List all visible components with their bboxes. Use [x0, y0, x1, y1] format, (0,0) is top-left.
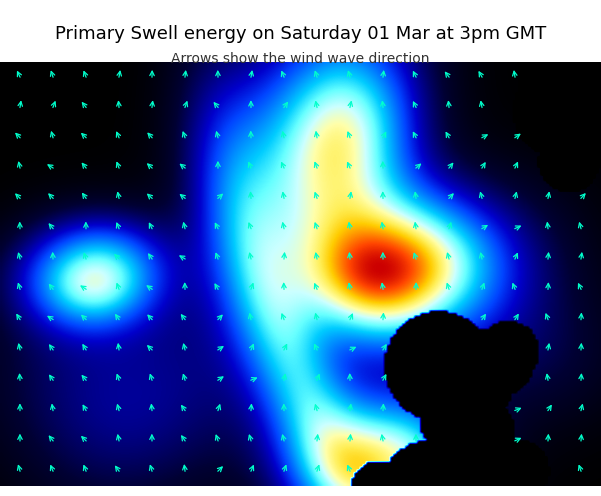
- Text: Arrows show the wind wave direction: Arrows show the wind wave direction: [171, 52, 430, 66]
- Text: Primary Swell energy on Saturday 01 Mar at 3pm GMT: Primary Swell energy on Saturday 01 Mar …: [55, 25, 546, 43]
